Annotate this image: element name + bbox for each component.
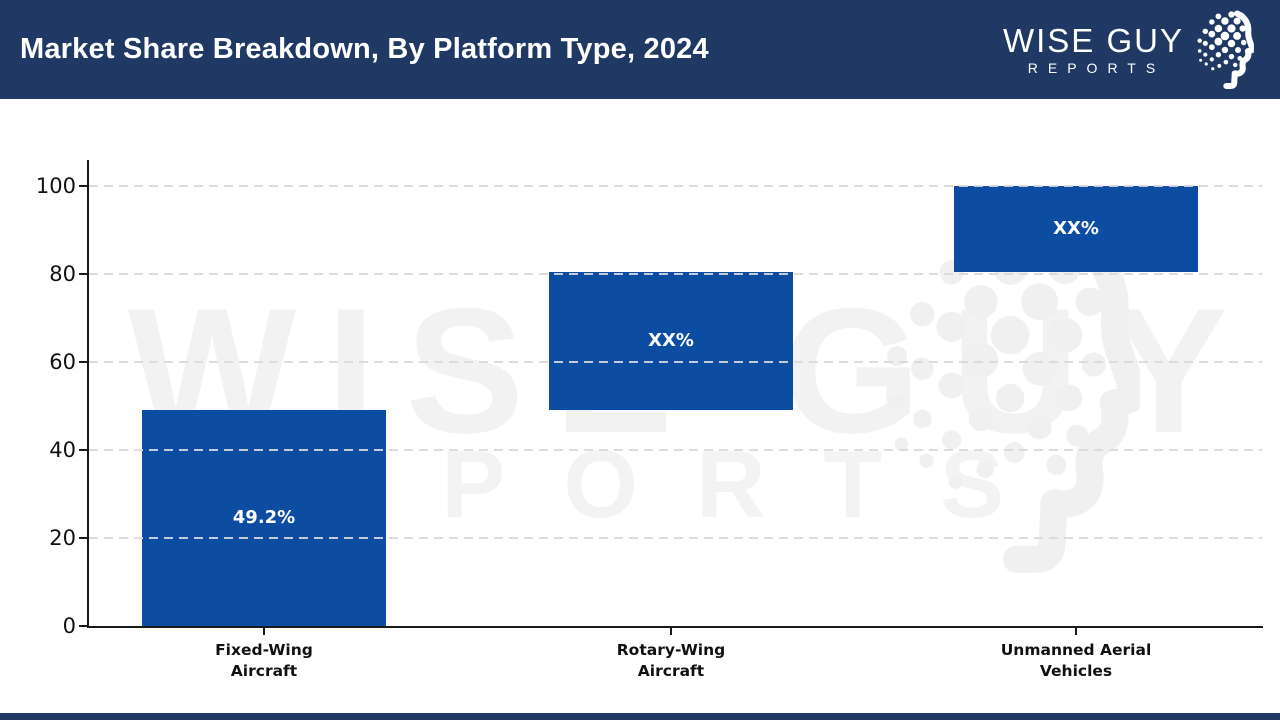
y-tick-label-80: 80 bbox=[49, 262, 76, 286]
y-tick-mark-0 bbox=[79, 625, 87, 627]
y-tick-mark-60 bbox=[79, 361, 87, 363]
bar-segment-0: 49.2% bbox=[142, 409, 386, 626]
x-tick-mark-1 bbox=[670, 628, 672, 635]
gridline-100 bbox=[89, 185, 1262, 187]
gridline-80 bbox=[89, 273, 1262, 275]
y-tick-label-20: 20 bbox=[49, 526, 76, 550]
gridline-60 bbox=[89, 361, 1262, 363]
page-title: Market Share Breakdown, By Platform Type… bbox=[20, 33, 709, 65]
y-tick-label-0: 0 bbox=[62, 614, 76, 638]
logo-wordmark-line1: WISE GUY bbox=[1002, 22, 1184, 59]
wiseguy-logo: WISE GUY REPORTS bbox=[1003, 4, 1262, 96]
bar-segment-2: XX% bbox=[954, 186, 1198, 272]
y-tick-mark-40 bbox=[79, 449, 87, 451]
header-bar: Market Share Breakdown, By Platform Type… bbox=[0, 0, 1280, 99]
bar-segment-1: XX% bbox=[549, 271, 793, 410]
category-label-0: Fixed-Wing Aircraft bbox=[94, 640, 434, 682]
y-tick-mark-100 bbox=[79, 185, 87, 187]
logo-wordmark: WISE GUY REPORTS bbox=[1002, 22, 1184, 77]
y-tick-label-100: 100 bbox=[35, 174, 76, 198]
x-axis-line bbox=[87, 626, 1263, 628]
gridline-40 bbox=[89, 449, 1262, 451]
bar-value-label-2: XX% bbox=[1053, 218, 1099, 240]
category-label-line: Aircraft bbox=[637, 662, 705, 680]
y-tick-mark-80 bbox=[79, 273, 87, 275]
y-tick-label-60: 60 bbox=[49, 350, 76, 374]
bar-value-label-1: XX% bbox=[648, 330, 694, 352]
y-tick-mark-20 bbox=[79, 537, 87, 539]
footer-bar bbox=[0, 713, 1280, 720]
category-label-1: Rotary-Wing Aircraft bbox=[501, 640, 841, 682]
category-label-line: Unmanned Aerial bbox=[1000, 641, 1152, 659]
category-label-line: Vehicles bbox=[1039, 662, 1113, 680]
logo-face-icon bbox=[1186, 7, 1262, 93]
category-label-line: Aircraft bbox=[230, 662, 298, 680]
category-label-2: Unmanned Aerial Vehicles bbox=[906, 640, 1246, 682]
y-axis-line bbox=[87, 160, 89, 628]
x-tick-mark-2 bbox=[1075, 628, 1077, 635]
gridline-20 bbox=[89, 537, 1262, 539]
category-label-line: Rotary-Wing bbox=[616, 641, 726, 659]
category-label-line: Fixed-Wing bbox=[215, 641, 313, 659]
logo-wordmark-line2: REPORTS bbox=[1027, 60, 1166, 76]
x-tick-mark-0 bbox=[263, 628, 265, 635]
y-tick-label-40: 40 bbox=[49, 438, 76, 462]
bar-value-label-0: 49.2% bbox=[232, 507, 296, 529]
